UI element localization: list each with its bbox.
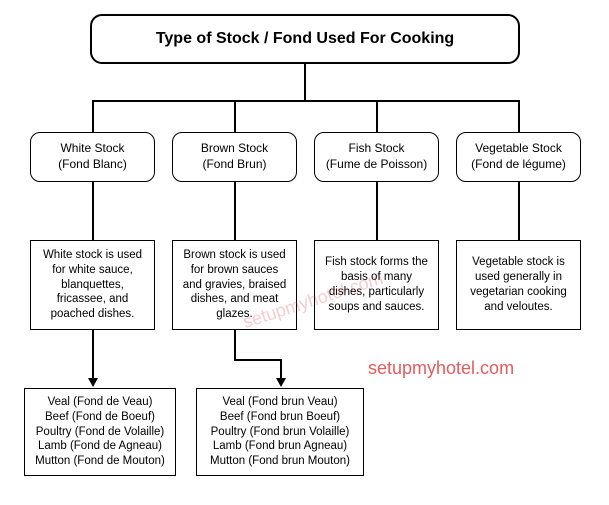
conn-cat3-desc (376, 182, 378, 240)
conn-cat1-desc (92, 182, 94, 240)
category-brown-stock: Brown Stock (Fond Brun) (172, 132, 297, 182)
conn-desc2-list-c (280, 359, 282, 378)
list-item: Beef (Fond de Boeuf) (45, 410, 155, 425)
desc-brown-stock: Brown stock is used for brown sauces and… (172, 240, 297, 330)
desc-text: Fish stock forms the basis of many dishe… (323, 255, 430, 315)
category-vegetable-stock: Vegetable Stock (Fond de légume) (456, 132, 581, 182)
cat-line1: White Stock (60, 141, 124, 157)
conn-drop-4 (518, 100, 520, 132)
conn-desc2-list-a (234, 330, 236, 359)
cat-line2: (Fond Brun) (202, 157, 266, 173)
arrow-desc1-list (88, 378, 98, 387)
examples-white-stock: Veal (Fond de Veau) Beef (Fond de Boeuf)… (24, 388, 176, 476)
cat-line1: Brown Stock (201, 141, 268, 157)
examples-brown-stock: Veal (Fond brun Veau) Beef (Fond brun Bo… (196, 388, 364, 476)
cat-line1: Vegetable Stock (475, 141, 562, 157)
desc-text: Brown stock is used for brown sauces and… (181, 248, 288, 323)
list-item: Mutton (Fond brun Mouton) (210, 454, 350, 469)
conn-drop-1 (92, 100, 94, 132)
title-box: Type of Stock / Fond Used For Cooking (90, 14, 520, 64)
category-fish-stock: Fish Stock (Fume de Poisson) (314, 132, 439, 182)
conn-desc1-list (92, 330, 94, 378)
cat-line1: Fish Stock (348, 141, 404, 157)
list-item: Lamb (Fond brun Agneau) (213, 439, 347, 454)
cat-line2: (Fume de Poisson) (326, 157, 427, 173)
list-item: Beef (Fond brun Boeuf) (220, 410, 340, 425)
category-white-stock: White Stock (Fond Blanc) (30, 132, 155, 182)
conn-cat2-desc (234, 182, 236, 240)
arrow-desc2-list (276, 378, 286, 387)
conn-drop-2 (234, 100, 236, 132)
conn-title-down (304, 64, 306, 100)
desc-white-stock: White stock is used for white sauce, bla… (30, 240, 155, 330)
cat-line2: (Fond de légume) (471, 157, 566, 173)
cat-line2: (Fond Blanc) (58, 157, 127, 173)
conn-desc2-list-b (234, 359, 280, 361)
title-text: Type of Stock / Fond Used For Cooking (156, 29, 454, 50)
list-item: Lamb (Fond de Agneau) (38, 439, 162, 454)
list-item: Veal (Fond brun Veau) (222, 395, 337, 410)
desc-fish-stock: Fish stock forms the basis of many dishe… (314, 240, 439, 330)
conn-cat4-desc (518, 182, 520, 240)
desc-vegetable-stock: Vegetable stock is used generally in veg… (456, 240, 581, 330)
watermark-strong: setupmyhotel.com (368, 358, 514, 379)
conn-drop-3 (376, 100, 378, 132)
list-item: Mutton (Fond de Mouton) (35, 454, 165, 469)
desc-text: White stock is used for white sauce, bla… (39, 248, 146, 323)
list-item: Poultry (Fond brun Volaille) (211, 425, 350, 440)
conn-bus (92, 100, 518, 102)
list-item: Poultry (Fond de Volaille) (36, 425, 164, 440)
desc-text: Vegetable stock is used generally in veg… (465, 255, 572, 315)
list-item: Veal (Fond de Veau) (48, 395, 153, 410)
